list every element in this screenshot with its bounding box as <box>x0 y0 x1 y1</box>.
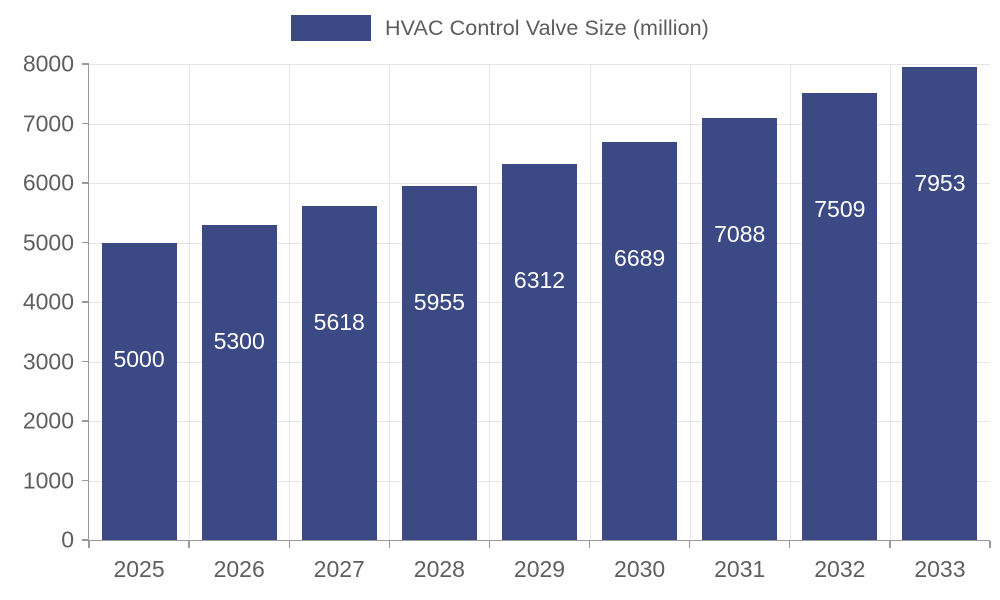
y-tick-mark <box>82 420 89 422</box>
y-tick-mark <box>82 182 89 184</box>
x-tick-mark <box>989 541 991 548</box>
y-tick-label: 6000 <box>22 169 74 196</box>
x-tick-label: 2025 <box>113 556 165 582</box>
bar-value-label: 6312 <box>513 267 566 294</box>
bar[interactable] <box>802 93 878 540</box>
x-tick-label: 2032 <box>814 556 866 582</box>
x-tick-mark <box>488 541 491 548</box>
x-gridline <box>189 64 191 540</box>
x-tick-mark <box>288 541 290 548</box>
chart-legend: HVAC Control Valve Size (million) <box>0 0 1000 56</box>
legend-entry-hvac-control-valve-size[interactable]: HVAC Control Valve Size (million) <box>291 15 709 41</box>
bar-value-label: 7509 <box>814 196 866 223</box>
x-gridline <box>689 64 691 540</box>
y-tick-label: 8000 <box>22 50 74 77</box>
x-tick-mark <box>88 541 90 548</box>
x-tick-label: 2029 <box>513 556 566 582</box>
legend-label: HVAC Control Valve Size (million) <box>385 15 709 40</box>
y-tick-mark <box>82 241 89 244</box>
y-gridline <box>89 64 990 65</box>
legend-swatch-icon <box>291 15 372 41</box>
x-tick-mark <box>688 541 691 548</box>
bar-value-label: 5300 <box>213 327 265 354</box>
y-tick-label: 7000 <box>22 110 74 136</box>
x-gridline <box>489 64 491 540</box>
x-tick-mark <box>789 541 791 548</box>
y-tick-label: 2000 <box>22 407 74 434</box>
y-tick-mark <box>82 122 89 125</box>
x-tick-label: 2031 <box>714 556 766 582</box>
bar-value-label: 7088 <box>714 221 766 248</box>
y-tick-label: 5000 <box>22 229 74 255</box>
bar[interactable] <box>101 242 177 540</box>
x-gridline <box>389 64 391 540</box>
bar[interactable] <box>902 66 978 540</box>
x-tick-label: 2027 <box>313 556 365 582</box>
y-tick-mark <box>82 301 89 303</box>
y-tick-mark <box>82 63 89 65</box>
x-axis-line <box>89 540 990 542</box>
bar-value-label: 6689 <box>614 245 666 271</box>
x-tick-label: 2033 <box>914 556 966 582</box>
bar[interactable] <box>602 142 678 540</box>
x-gridline <box>789 64 791 540</box>
y-tick-mark <box>82 539 89 541</box>
x-tick-label: 2030 <box>614 556 666 582</box>
x-tick-mark <box>188 541 190 548</box>
y-tick-mark <box>82 360 89 363</box>
y-tick-label: 1000 <box>22 467 74 493</box>
x-tick-mark <box>588 541 591 548</box>
y-tick-label: 0 <box>61 526 74 553</box>
y-tick-mark <box>82 479 89 482</box>
bar-value-label: 5955 <box>413 288 465 315</box>
x-tick-mark <box>889 541 891 548</box>
bar-value-label: 5000 <box>113 345 165 372</box>
y-tick-label: 4000 <box>22 288 74 315</box>
y-tick-label: 3000 <box>22 348 74 374</box>
x-tick-label: 2026 <box>213 556 265 582</box>
bar[interactable] <box>201 224 277 540</box>
bar[interactable] <box>401 185 477 540</box>
x-tick-label: 2028 <box>413 556 465 582</box>
bar[interactable] <box>702 118 778 540</box>
x-gridline <box>589 64 591 540</box>
x-tick-mark <box>388 541 391 548</box>
x-gridline <box>289 64 291 540</box>
bar-value-label: 7953 <box>914 169 966 196</box>
y-axis-line <box>88 64 90 542</box>
y-gridline <box>89 123 990 125</box>
bar[interactable] <box>502 164 577 540</box>
bar-value-label: 5618 <box>313 308 365 335</box>
x-gridline <box>889 64 891 540</box>
bar[interactable] <box>301 205 377 540</box>
